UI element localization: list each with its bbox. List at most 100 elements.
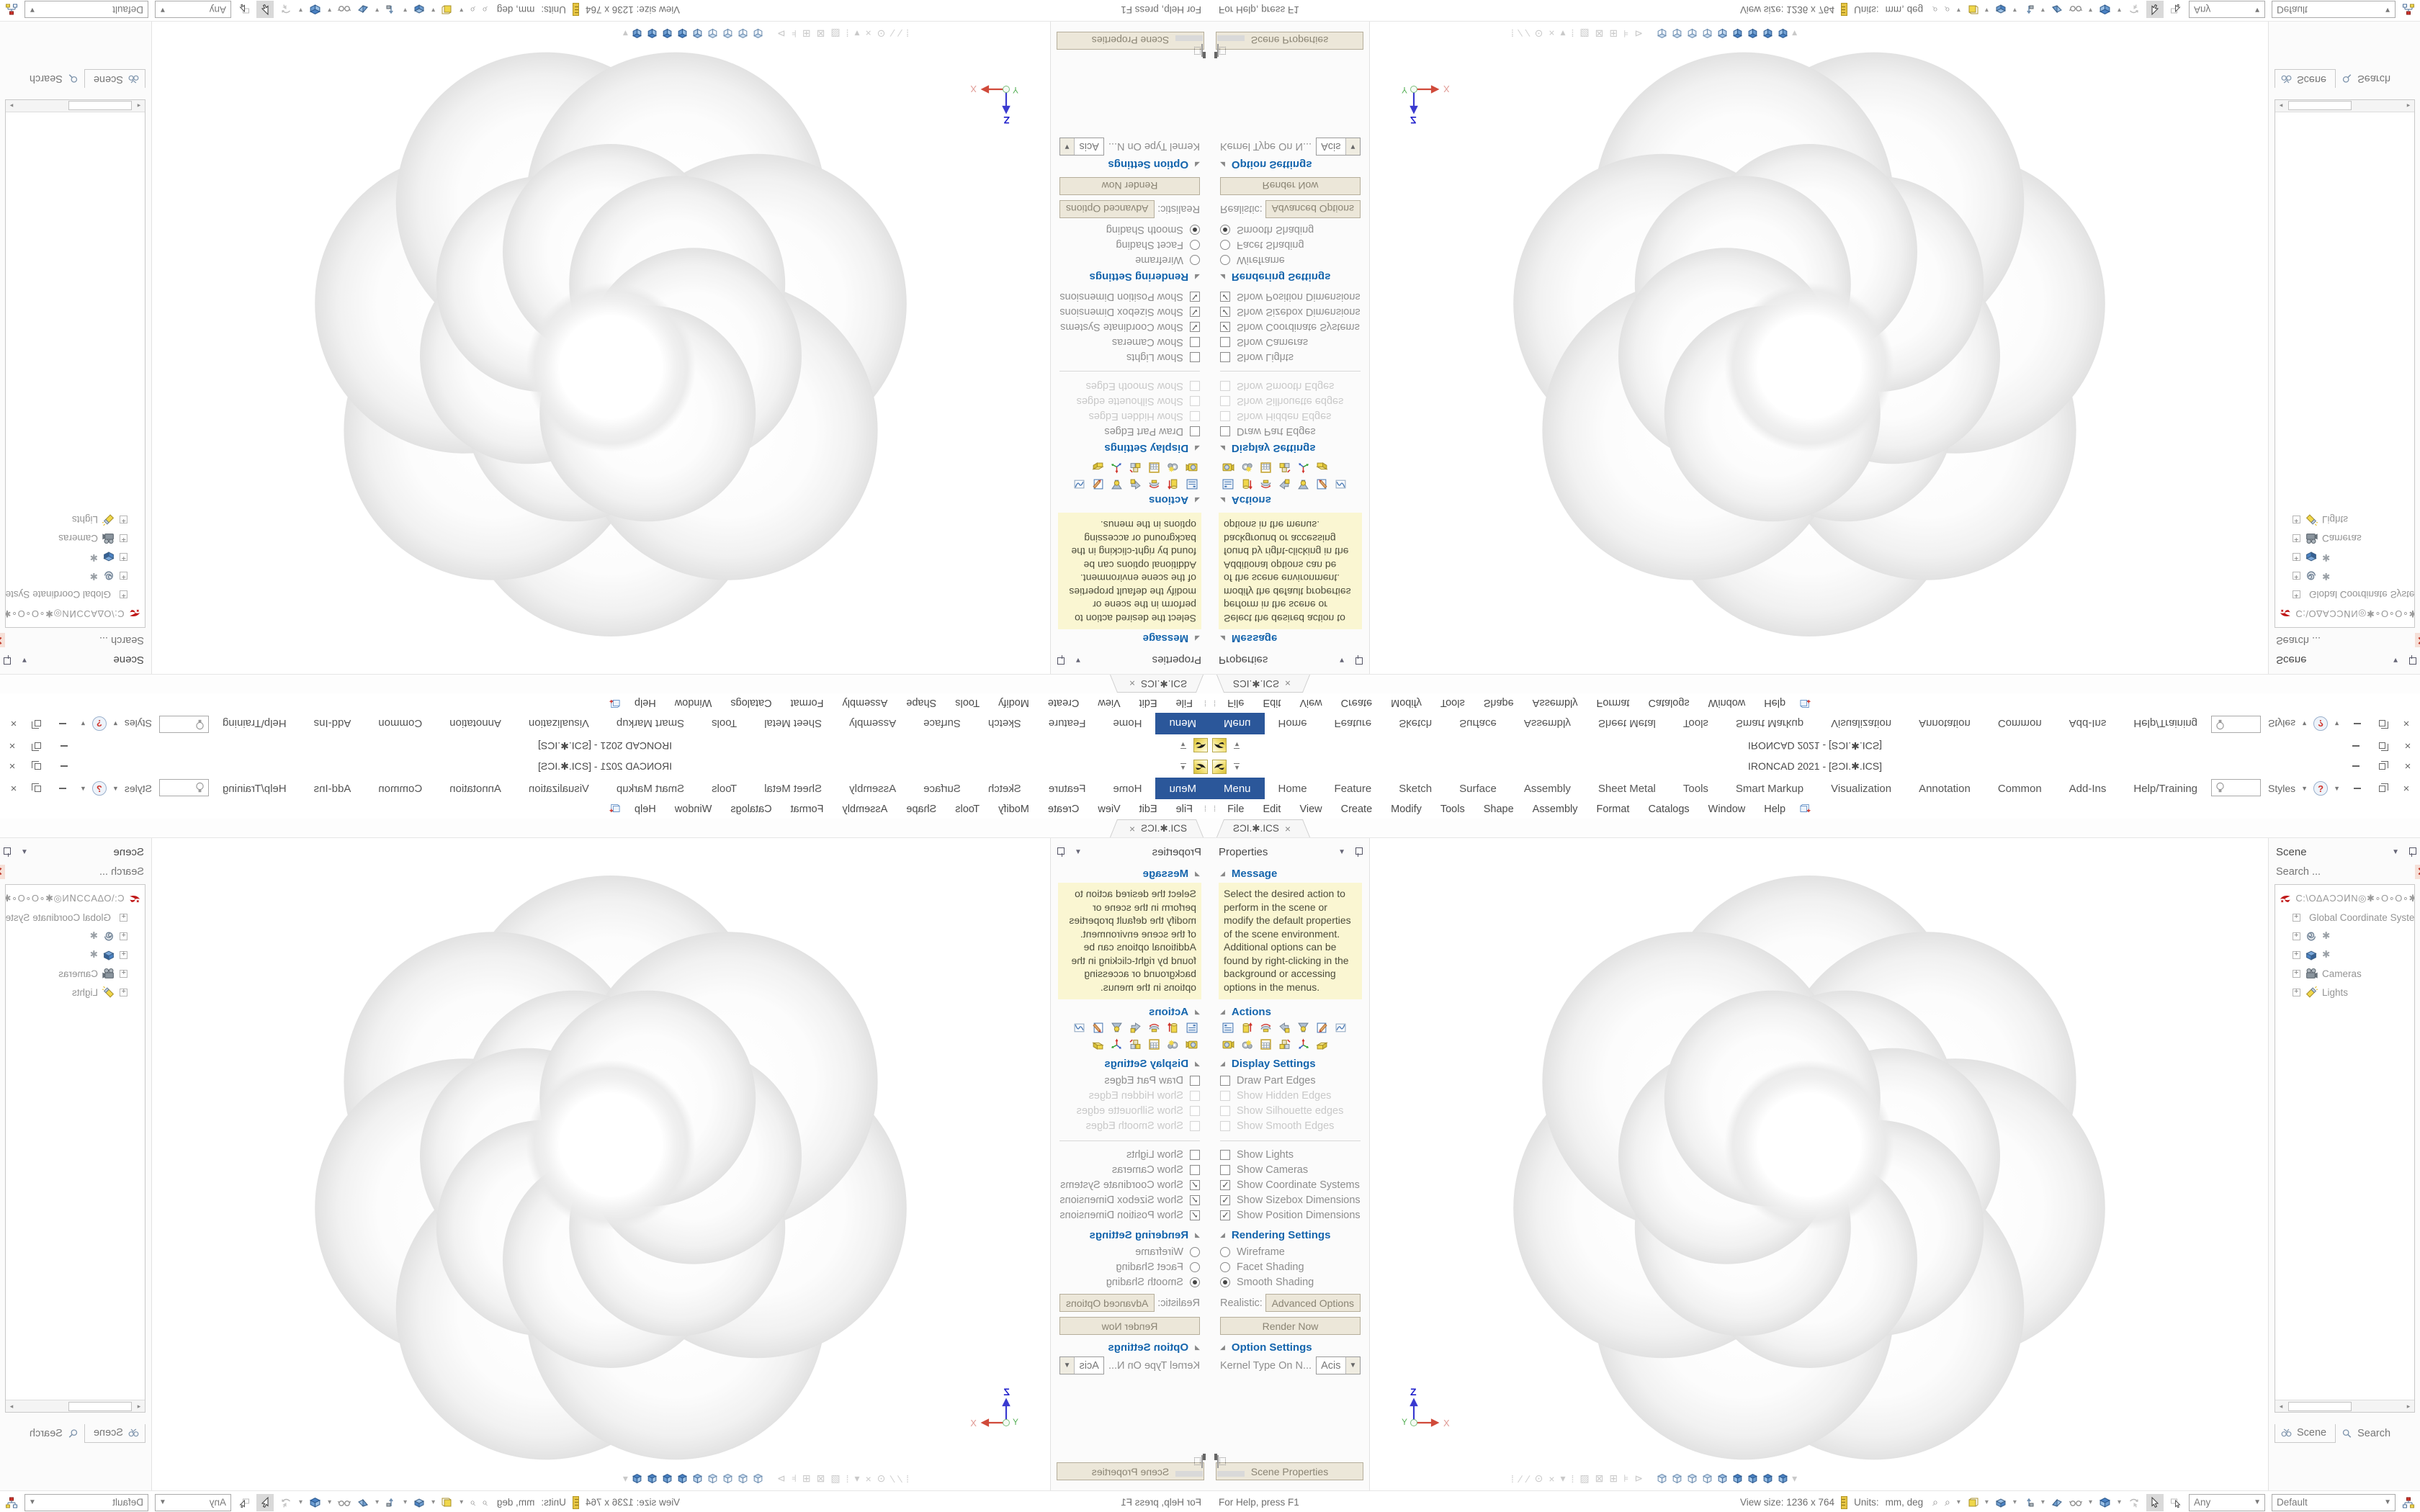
chevron-down-icon[interactable]: ▾ [460, 1498, 464, 1506]
view-cube-icon[interactable] [691, 27, 704, 40]
menu-catalogs[interactable]: Catalogs [730, 803, 772, 815]
menu-create[interactable]: Create [1340, 803, 1373, 815]
glasses-tool-icon[interactable] [2069, 1498, 2082, 1508]
menu-view[interactable]: View [1299, 697, 1322, 709]
ribbon-tab-feature[interactable]: Feature [1048, 717, 1086, 730]
radio-facet-shading[interactable]: Facet Shading [1058, 238, 1200, 253]
camera-icon[interactable] [1222, 1038, 1235, 1051]
doc-close-button[interactable]: × [10, 782, 17, 795]
ribbon-tab-feature[interactable]: Feature [1048, 782, 1086, 795]
checkbox-icon[interactable] [1220, 352, 1230, 363]
view-cube-icon[interactable] [661, 27, 673, 40]
new-scene-icon[interactable] [1799, 804, 1811, 814]
expander-icon[interactable] [120, 913, 127, 922]
anchor-icon[interactable] [1166, 1021, 1180, 1035]
scene-properties-icon[interactable] [1185, 477, 1198, 491]
pin-icon[interactable] [2409, 847, 2416, 857]
radio-selected-icon[interactable] [1220, 225, 1230, 235]
render-now-button[interactable]: Render Now [1220, 177, 1361, 195]
configuration-select[interactable]: Default ▼ [24, 1493, 148, 1511]
view-cube-icon[interactable] [1777, 1472, 1789, 1485]
ruler-icon[interactable] [572, 1495, 579, 1509]
message-section-header[interactable]: ◢ Message [1058, 868, 1200, 880]
ribbon-tab-common[interactable]: Common [378, 782, 423, 795]
kernel-type-select[interactable]: Acis ▼ [1316, 138, 1361, 156]
chevron-down-icon[interactable]: ▾ [431, 6, 436, 14]
select-arrow-button[interactable] [256, 1, 274, 19]
gears-icon[interactable] [1240, 461, 1254, 474]
scrollbar-thumb[interactable] [68, 1401, 132, 1411]
ribbon-tab-assembly[interactable]: Assembly [1523, 717, 1571, 730]
actions-section-header[interactable]: ◢ Actions [1220, 1006, 1362, 1018]
select-box-cursor-icon[interactable] [2170, 4, 2182, 16]
docked-panel-bar[interactable] [1175, 1471, 1203, 1477]
graph-sheet-icon[interactable] [1334, 477, 1348, 491]
view-cube-icon[interactable] [1656, 1472, 1668, 1485]
zoom-in-icon[interactable]: ⌕ [482, 4, 488, 16]
menu-modify[interactable]: Modify [1391, 697, 1422, 709]
undo-cursor-icon[interactable] [2128, 1497, 2140, 1508]
pin-icon[interactable] [2409, 656, 2416, 665]
blue-box-tool-icon[interactable] [1995, 4, 2007, 16]
checkbox-show-position-dimensions[interactable]: Show Position Dimensions [1058, 289, 1200, 305]
ribbon-tab-annotation[interactable]: Annotation [1919, 782, 1971, 795]
checkbox-show-cameras[interactable]: Show Cameras [1220, 1162, 1362, 1177]
radio-smooth-shading[interactable]: Smooth Shading [1058, 222, 1200, 238]
checkbox-icon[interactable] [1220, 1164, 1230, 1175]
menu-catalogs[interactable]: Catalogs [1648, 803, 1690, 815]
scene-search-input[interactable] [9, 634, 144, 646]
chevron-down-icon[interactable]: ▼ [1060, 1357, 1075, 1374]
tab-search[interactable]: Search [2336, 1424, 2399, 1443]
help-icon[interactable]: ? [2313, 781, 2329, 796]
menu-help[interactable]: Help [1764, 803, 1786, 815]
yellow-box-tool-icon[interactable] [442, 4, 453, 16]
checkbox-show-lights[interactable]: Show Lights [1220, 1147, 1362, 1162]
table-icon[interactable] [1147, 461, 1161, 474]
expander-icon[interactable] [120, 969, 127, 978]
ironcad-logo-icon[interactable] [1193, 760, 1208, 774]
options-section-header[interactable]: ◢ Option Settings [1220, 158, 1362, 171]
blocks-icon[interactable] [1129, 1038, 1142, 1051]
gears-icon[interactable] [1166, 1038, 1180, 1051]
camera-icon[interactable] [1185, 1038, 1198, 1051]
horizontal-scrollbar[interactable]: ◂ ▸ [2275, 1400, 2414, 1412]
actions-section-header[interactable]: ◢ Actions [1220, 494, 1362, 506]
graph-sheet-icon[interactable] [1334, 1021, 1348, 1035]
tree-root-row[interactable]: C:\ΟΔΑƆƆͶΝ◎✱∘Ο∘Ο∘✱◎ͶΝ [6, 604, 145, 623]
ribbon-tab-helptraining[interactable]: Help/Training [222, 782, 287, 795]
undo-cursor-icon[interactable] [2128, 4, 2140, 16]
orbit-view-icon[interactable] [1259, 1021, 1273, 1035]
tab-scene[interactable]: Scene [2275, 69, 2336, 88]
pin-icon[interactable] [1355, 847, 1363, 857]
clear-search-icon[interactable]: ✕ [0, 633, 5, 647]
rendering-section-header[interactable]: ◢ Rendering Settings [1220, 1229, 1362, 1241]
docked-panel-bar[interactable] [1217, 1471, 1245, 1477]
glasses-tool-icon[interactable] [2069, 5, 2082, 15]
doc-minimize-button[interactable] [2349, 781, 2365, 796]
actions-section-header[interactable]: ◢ Actions [1058, 1006, 1200, 1018]
ribbon-tab-addins[interactable]: Add-Ins [2069, 782, 2107, 795]
checkbox-show-sizebox-dimensions[interactable]: Show Sizebox Dimensions [1220, 1192, 1362, 1207]
view-cube-icon[interactable] [1747, 1472, 1759, 1485]
chevron-down-icon[interactable]: ▾ [2012, 1498, 2017, 1506]
zoom-in-icon[interactable]: ⌕ [1932, 4, 1938, 16]
undo-cursor-icon[interactable] [280, 4, 292, 16]
expander-icon[interactable] [120, 988, 127, 996]
restore-button[interactable] [2374, 739, 2390, 753]
kernel-type-select[interactable]: Acis ▼ [1059, 138, 1104, 156]
book-icon[interactable] [1315, 461, 1329, 474]
quick-access-customize-icon[interactable]: ▼ [1234, 762, 1240, 771]
drag-grip-icon[interactable]: ⁞ [1214, 698, 1216, 708]
view-cube-icon[interactable] [1671, 27, 1683, 40]
checkbox-show-lights[interactable]: Show Lights [1058, 350, 1200, 365]
anchor-icon[interactable] [1166, 477, 1180, 491]
view-cube-icon[interactable] [707, 27, 719, 40]
checkbox-show-cameras[interactable]: Show Cameras [1058, 335, 1200, 350]
expander-icon[interactable] [120, 932, 127, 940]
tab-search[interactable]: Search [2336, 69, 2399, 88]
funnel-icon[interactable] [1296, 1021, 1310, 1035]
ribbon-tab-assembly[interactable]: Assembly [849, 717, 897, 730]
expander-icon[interactable] [120, 516, 127, 524]
scene-search-input[interactable] [2276, 634, 2411, 646]
checkbox-checked-icon[interactable] [1190, 1179, 1200, 1190]
